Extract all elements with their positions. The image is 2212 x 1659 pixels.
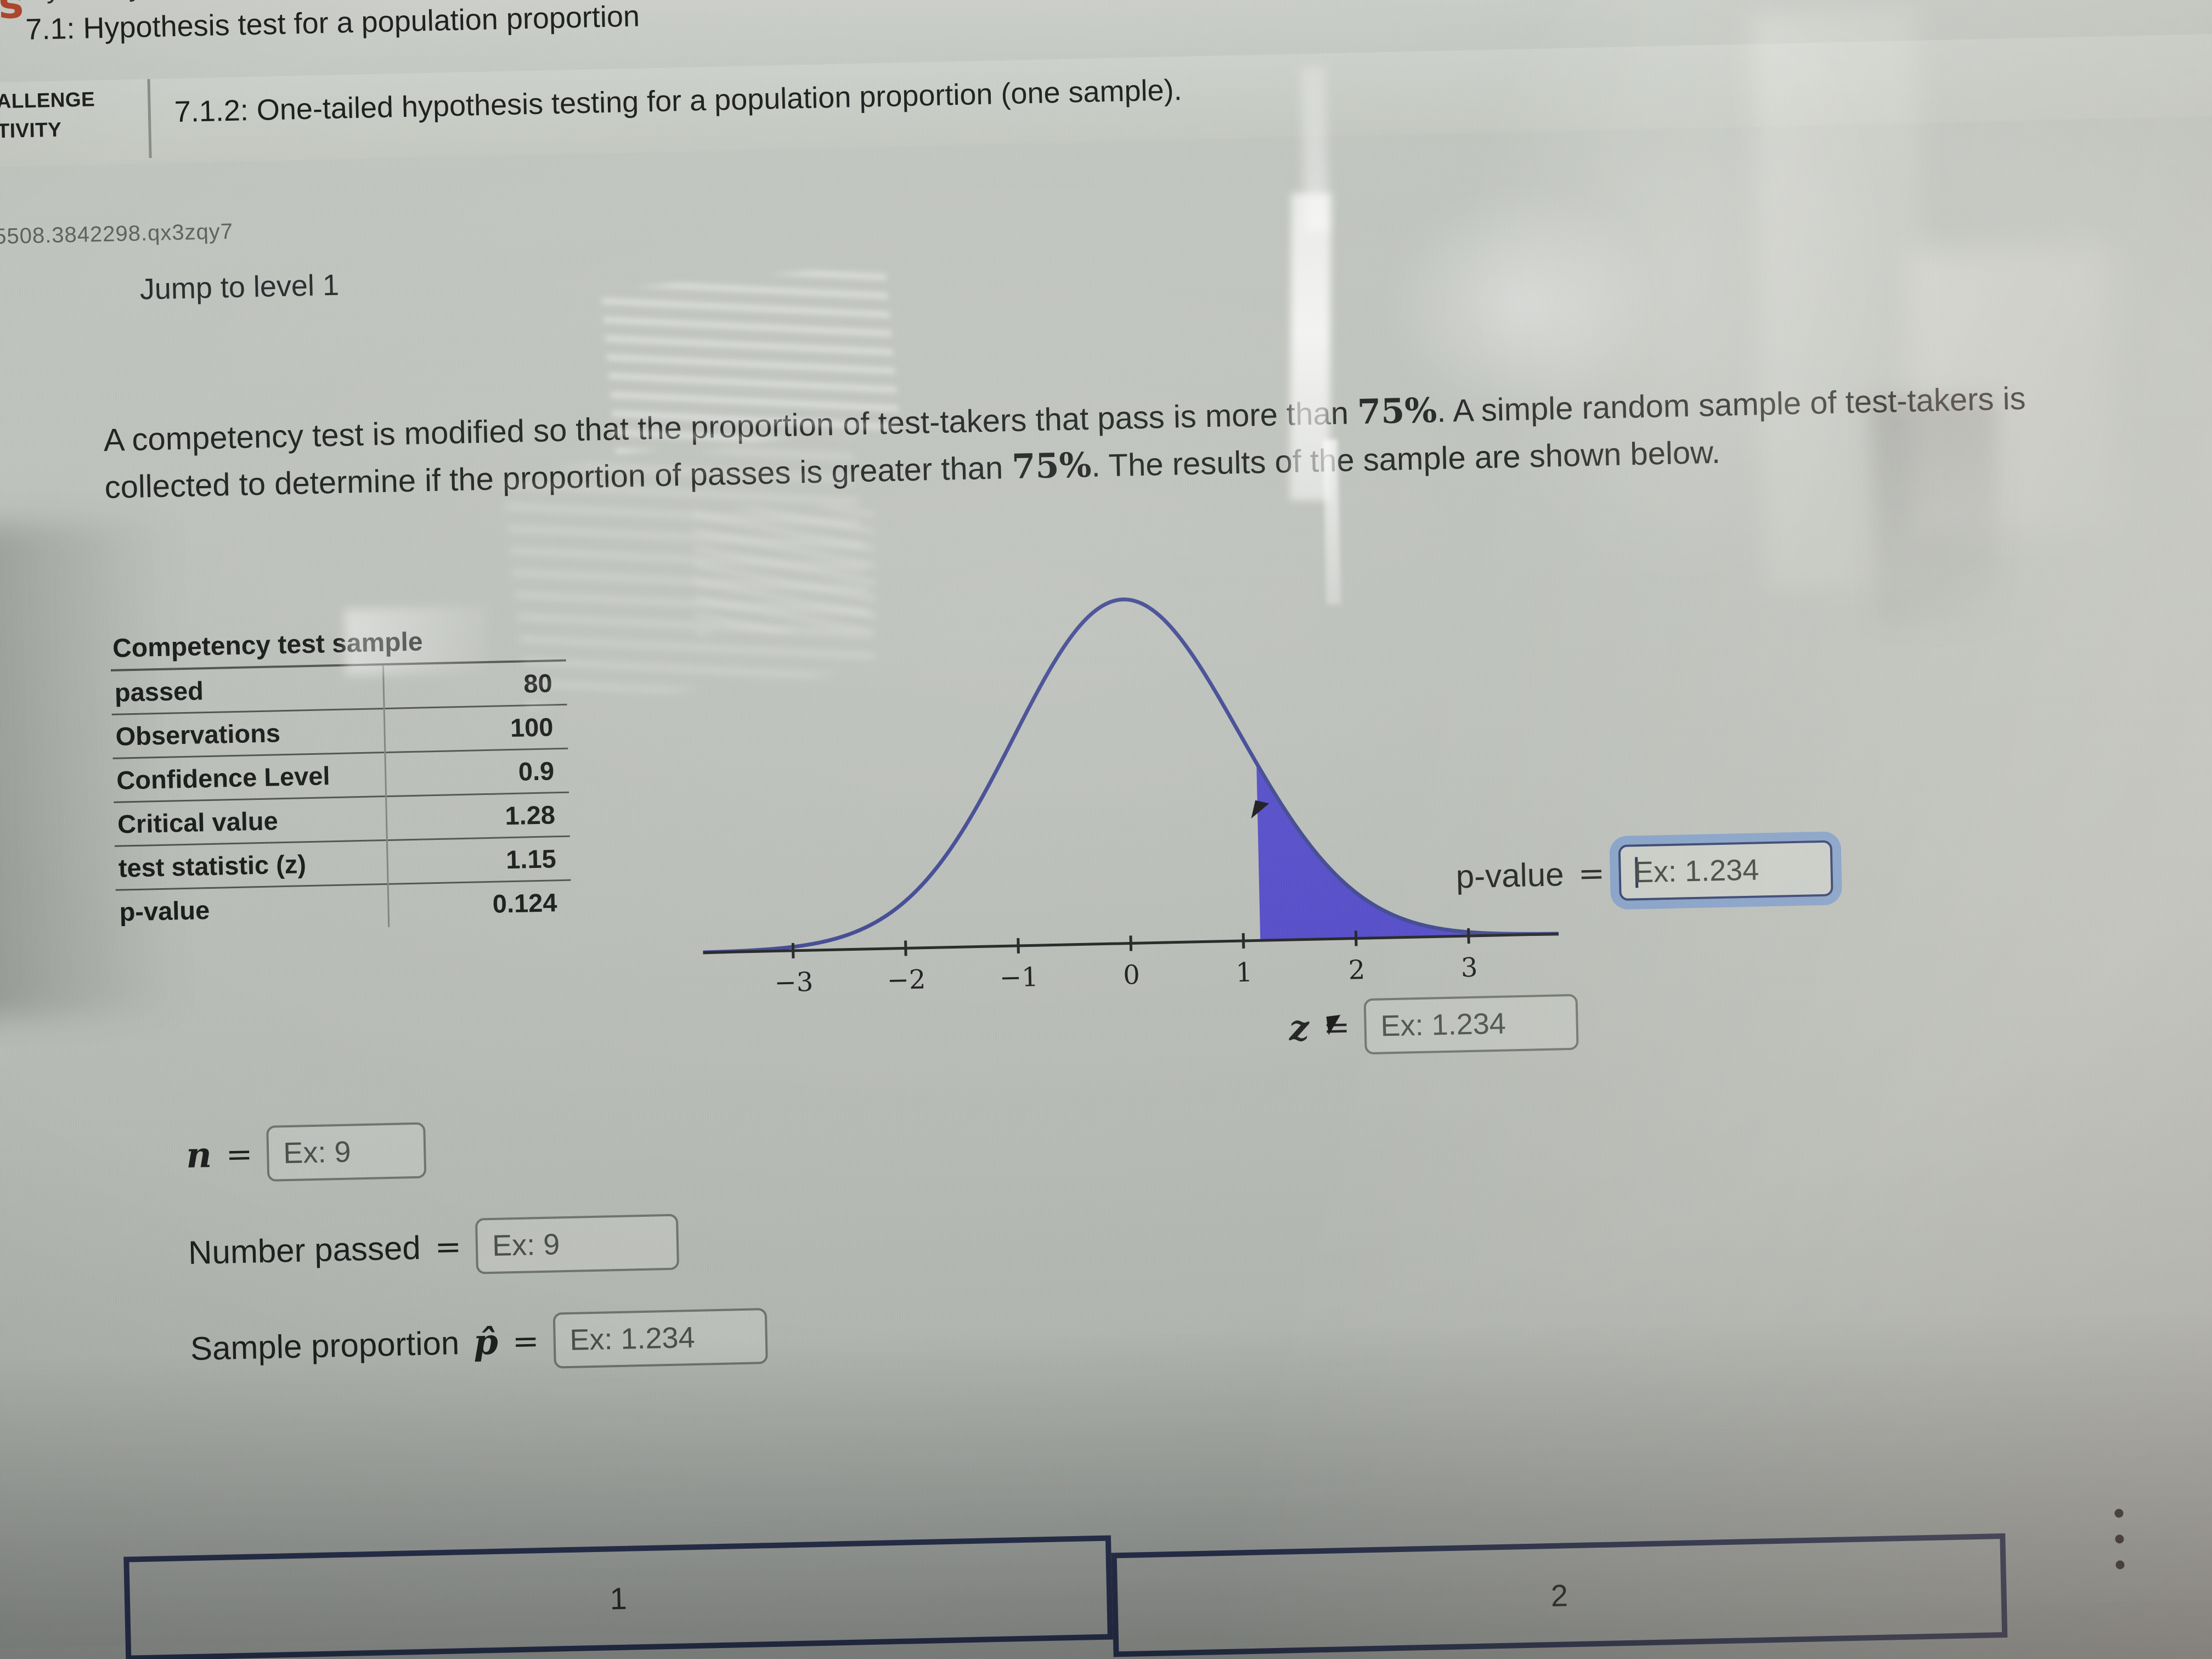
row-value: 100: [384, 704, 568, 753]
row-label: passed: [110, 664, 385, 715]
x-axis-tick-label: 2: [1348, 955, 1365, 986]
sample-proportion-label: Sample proportion: [190, 1324, 460, 1367]
kebab-menu-icon[interactable]: [2114, 1509, 2125, 1570]
equals-sign: =: [512, 1322, 540, 1361]
equals-sign: =: [225, 1135, 253, 1173]
x-axis-tick-label: −2: [887, 964, 926, 996]
chart-svg: −3 −2 −1 0 1 2 3: [703, 597, 1559, 998]
x-axis-tick: [1017, 938, 1020, 953]
row-value: 0.124: [388, 880, 572, 927]
zybooks-logo[interactable]: oks: [0, 0, 24, 30]
n-field-group: n = Ex: 9: [185, 1122, 427, 1184]
jump-to-level-label[interactable]: Jump to level 1: [139, 268, 340, 306]
prompt-part-3: . The results of the sample are shown be…: [1091, 434, 1721, 484]
number-passed-field-group: Number passed = Ex: 9: [188, 1214, 680, 1280]
x-axis-tick-label: −1: [999, 962, 1039, 994]
row-value: 0.9: [385, 748, 569, 797]
p-value-input[interactable]: Ex: 1.234: [1618, 840, 1834, 901]
competency-test-sample-table: Competency test sample passed 80 Observa…: [110, 624, 572, 933]
n-input[interactable]: Ex: 9: [266, 1122, 427, 1182]
row-value: 1.28: [386, 792, 570, 840]
number-passed-label: Number passed: [188, 1229, 421, 1271]
prompt-percent-1: 75%: [1357, 390, 1437, 432]
prompt-percent-2: 75%: [1011, 444, 1092, 487]
challenge-activity-badge: CHALLENGE ACTIVITY: [0, 84, 132, 146]
equals-sign: =: [1323, 1008, 1351, 1046]
n-label: n: [185, 1134, 212, 1176]
distribution-area: [1252, 599, 1559, 953]
challenge-badge-line1: CHALLENGE: [0, 88, 95, 114]
z-label: z: [1288, 1007, 1310, 1049]
z-input[interactable]: Ex: 1.234: [1363, 994, 1579, 1055]
row-label: Observations: [111, 708, 385, 759]
row-label: Confidence Level: [112, 752, 386, 803]
x-axis-tick-label: 0: [1123, 960, 1141, 991]
row-value: 1.15: [387, 836, 571, 884]
distribution-curve: [703, 597, 1559, 955]
sample-proportion-input[interactable]: Ex: 1.234: [552, 1308, 768, 1369]
p-value-field-group: p-value = Ex: 1.234: [1455, 840, 1834, 905]
challenge-badge-line2: ACTIVITY: [0, 118, 62, 143]
number-passed-input[interactable]: Ex: 9: [475, 1214, 680, 1274]
row-label: Critical value: [114, 796, 387, 847]
p-value-label: p-value: [1455, 855, 1565, 895]
p-value-placeholder: Ex: 1.234: [1633, 853, 1759, 889]
step-indicator-2[interactable]: 2: [1111, 1533, 2008, 1657]
equals-sign: =: [1577, 854, 1605, 893]
x-axis-tick: [1242, 933, 1245, 949]
p-hat-symbol: p̂: [473, 1321, 499, 1363]
z-field-group: z = Ex: 1.234: [1289, 994, 1579, 1056]
x-axis-tick-label: −3: [774, 967, 814, 998]
x-axis-tick-labels: −3 −2 −1 0 1 2 3: [774, 952, 1478, 998]
equals-sign: =: [434, 1228, 462, 1266]
row-label: p-value: [115, 884, 389, 933]
table-body: passed 80 Observations 100 Confidence Le…: [110, 660, 572, 933]
normal-distribution-chart: −3 −2 −1 0 1 2 3: [695, 550, 1560, 1019]
x-axis-tick-label: 3: [1460, 952, 1478, 984]
row-label: test statistic (z): [114, 840, 388, 890]
row-value: 80: [383, 660, 567, 709]
x-axis-tick-label: 1: [1235, 957, 1253, 989]
x-axis-ticks: [791, 928, 1470, 958]
step-indicator-1[interactable]: 1: [123, 1535, 1113, 1659]
